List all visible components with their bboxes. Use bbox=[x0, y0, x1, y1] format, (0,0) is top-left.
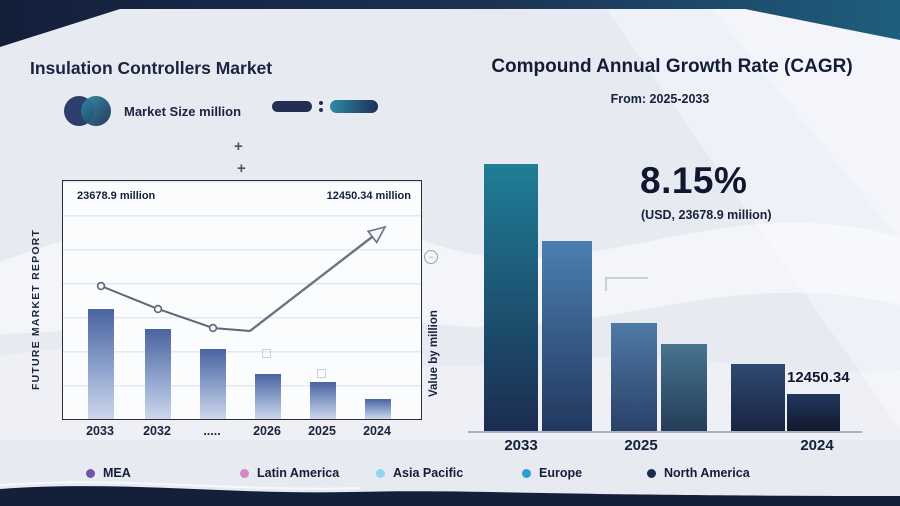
plus-decoration: + bbox=[234, 138, 243, 155]
scale-graphic bbox=[272, 100, 378, 113]
market-size-label: Market Size million bbox=[124, 103, 242, 119]
left-bar-2026 bbox=[255, 374, 281, 419]
left-bar-2025 bbox=[310, 382, 336, 419]
left-bar-2032 bbox=[145, 329, 171, 419]
right-bar-2 bbox=[611, 323, 657, 432]
right-bar-0 bbox=[484, 164, 538, 432]
left-x-axis-labels: 2033 2032..... 2026 2025 2024 bbox=[62, 424, 422, 442]
right-bar-3 bbox=[661, 344, 707, 432]
left-x-label: 2024 bbox=[363, 424, 391, 438]
left-bar-..... bbox=[200, 349, 226, 419]
left-chart-title: Insulation Controllers Market bbox=[30, 58, 273, 78]
square-decoration bbox=[262, 349, 271, 358]
left-bar-2024 bbox=[365, 399, 391, 419]
left-x-label: 2032 bbox=[143, 424, 171, 438]
max-value-label: 23678.9 million bbox=[77, 190, 156, 202]
min-value-label: 12450.34 million bbox=[326, 190, 411, 202]
minus-circle-icon: − bbox=[424, 250, 438, 264]
cagr-value: 8.15% bbox=[640, 160, 748, 201]
market-size-icon bbox=[64, 94, 114, 128]
cagr-detail-label: (USD, 23678.9 million) bbox=[641, 208, 772, 222]
plus-decoration: + bbox=[237, 160, 246, 177]
right-chart-title: Compound Annual Growth Rate (CAGR) bbox=[491, 56, 853, 77]
left-x-label: 2026 bbox=[253, 424, 281, 438]
market-size-legend: Market Size million bbox=[64, 94, 241, 128]
left-x-label: ..... bbox=[203, 424, 221, 438]
cagr-period-label: From: 2025-2033 bbox=[610, 92, 710, 106]
future-market-report-label: FUTURE MARKET REPORT bbox=[30, 228, 42, 390]
value-annotation-2024: 12450.34 bbox=[787, 369, 850, 386]
value-by-million-label: Value by million bbox=[428, 310, 440, 398]
square-decoration bbox=[317, 369, 326, 378]
right-bar-1 bbox=[542, 241, 592, 432]
right-axis-line bbox=[468, 431, 862, 433]
left-x-label: 2033 bbox=[86, 424, 114, 438]
right-bar-4 bbox=[731, 364, 785, 432]
right-bar-5 bbox=[787, 394, 840, 432]
left-x-label: 2025 bbox=[308, 424, 336, 438]
